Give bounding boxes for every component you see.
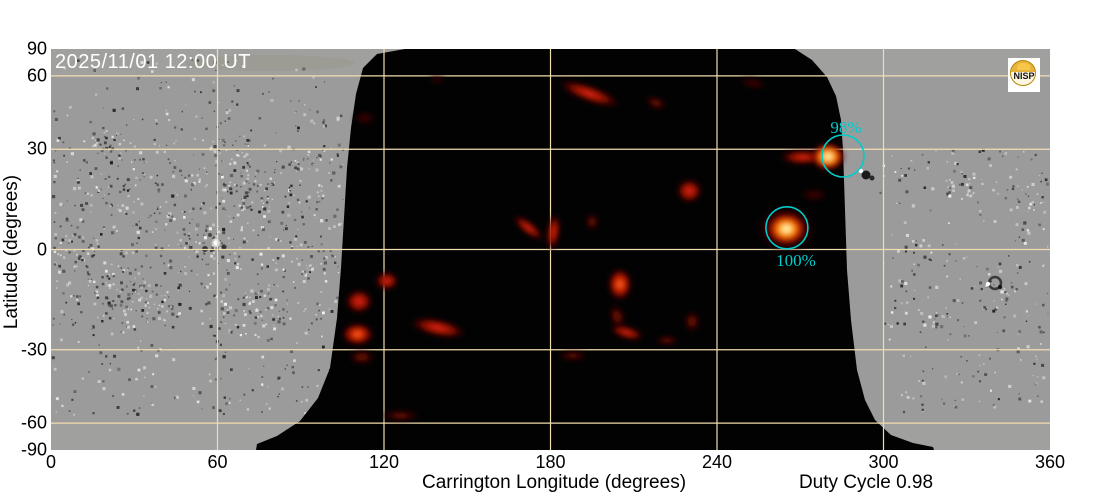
x-tick-label: 360 [1034, 452, 1066, 472]
x-tick-label: 0 [45, 452, 57, 472]
nisp-logo-text: NISP [1013, 71, 1035, 81]
nisp-logo: NISP [1008, 58, 1040, 92]
timestamp-label: 2025/11/01 12:00 UT [55, 51, 251, 73]
annotation-label: 100% [776, 250, 816, 270]
y-tick-label: 0 [36, 239, 47, 259]
coordinate-gridlines [51, 49, 1050, 450]
x-tick-label: 180 [535, 452, 566, 472]
x-tick-label: 120 [368, 452, 400, 472]
y-tick-label: -90 [20, 439, 47, 460]
y-tick-label: -60 [20, 412, 47, 433]
x-tick-label: 240 [701, 452, 733, 472]
annotation-label: 98% [830, 117, 862, 137]
y-tick-label: 60 [26, 65, 47, 86]
magnetogram-active-features [202, 168, 1003, 291]
y-tick-label: 30 [26, 138, 47, 159]
y-axis-title: Latitude (degrees) [1, 174, 22, 330]
sun-icon [1017, 63, 1030, 70]
y-tick-label: 90 [26, 38, 47, 59]
x-tick-label: 300 [868, 452, 899, 472]
x-axis-title: Carrington Longitude (degrees) [421, 472, 687, 493]
duty-cycle-label: Duty Cycle 0.98 [798, 472, 934, 493]
detection-circles [765, 134, 865, 250]
y-tick-label: -30 [20, 339, 47, 360]
x-tick-label: 60 [207, 452, 228, 472]
